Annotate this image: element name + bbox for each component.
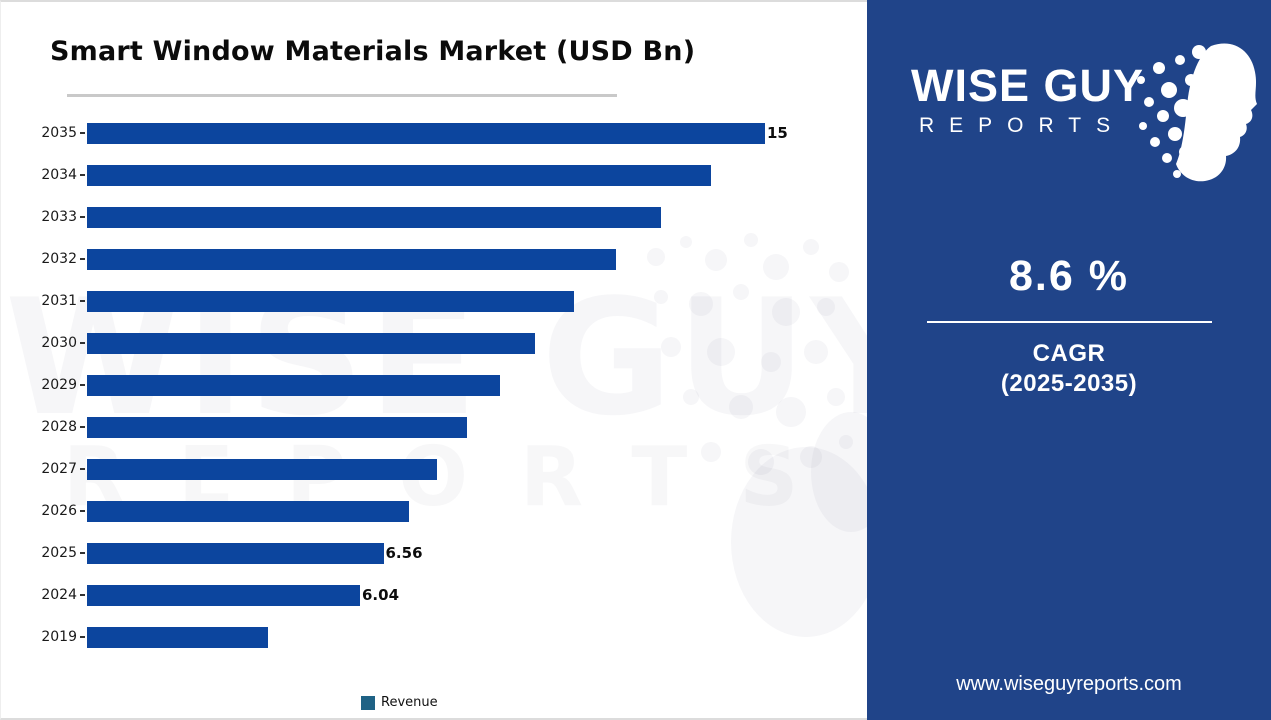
revenue-bar xyxy=(87,458,437,480)
year-label: 2019 xyxy=(41,629,77,645)
axis-tick xyxy=(80,384,85,386)
year-label: 2033 xyxy=(41,209,77,225)
bar-value-label: 15 xyxy=(767,124,788,142)
year-label: 2035 xyxy=(41,125,77,141)
revenue-bar xyxy=(87,584,360,606)
axis-tick xyxy=(80,594,85,596)
bar-row: 2024 6.04 xyxy=(1,574,867,616)
bar-row: 2025 6.56 xyxy=(1,532,867,574)
revenue-bar xyxy=(87,332,536,354)
brand-panel: WISE GUY REPORTS 8.6 % CAGR xyxy=(867,0,1271,720)
axis-tick xyxy=(80,468,85,470)
bar-row: 2034 xyxy=(1,154,867,196)
logo-wiseguy-text: WISE GUY xyxy=(911,60,1145,111)
bar-chart: 2035 15 2034 2033 2032 2031 2030 2029 2028 2027 20… xyxy=(1,112,867,658)
axis-tick xyxy=(80,216,85,218)
year-label: 2031 xyxy=(41,293,77,309)
axis-tick xyxy=(80,132,85,134)
bar-row: 2028 xyxy=(1,406,867,448)
year-label: 2029 xyxy=(41,377,77,393)
chart-title: Smart Window Materials Market (USD Bn) xyxy=(50,36,696,67)
cagr-block: 8.6 % CAGR (2025-2035) xyxy=(867,252,1271,399)
axis-tick xyxy=(80,552,85,554)
bar-row: 2019 xyxy=(1,616,867,658)
title-underline xyxy=(67,94,617,97)
revenue-bar xyxy=(87,374,500,396)
bar-value-label: 6.04 xyxy=(362,586,400,604)
revenue-bar xyxy=(87,626,268,648)
year-label: 2028 xyxy=(41,419,77,435)
revenue-bar xyxy=(87,248,616,270)
legend-label: Revenue xyxy=(381,695,438,710)
cagr-label: CAGR xyxy=(1032,340,1106,367)
revenue-bar xyxy=(87,416,468,438)
revenue-bar xyxy=(87,206,662,228)
year-label: 2026 xyxy=(41,503,77,519)
year-label: 2025 xyxy=(41,545,77,561)
cagr-value: 8.6 % xyxy=(1009,252,1129,300)
chart-legend: Revenue xyxy=(361,695,438,710)
wiseguy-head-icon xyxy=(1137,43,1257,182)
bar-row: 2031 xyxy=(1,280,867,322)
revenue-bar xyxy=(87,164,711,186)
axis-tick xyxy=(80,342,85,344)
bar-row: 2030 xyxy=(1,322,867,364)
revenue-bar xyxy=(87,542,384,564)
revenue-bar xyxy=(87,500,410,522)
chart-panel: Smart Window Materials Market (USD Bn) W… xyxy=(0,0,867,720)
axis-tick xyxy=(80,174,85,176)
watermark-head-icon xyxy=(647,233,867,637)
bar-row: 2026 xyxy=(1,490,867,532)
axis-tick xyxy=(80,426,85,428)
bar-row: 2035 15 xyxy=(1,112,867,154)
bar-row: 2033 xyxy=(1,196,867,238)
legend-color-swatch xyxy=(361,695,375,710)
bar-row: 2032 xyxy=(1,238,867,280)
year-label: 2027 xyxy=(41,461,77,477)
bar-row: 2029 xyxy=(1,364,867,406)
year-label: 2024 xyxy=(41,587,77,603)
logo-reports-text: REPORTS xyxy=(919,114,1126,137)
bar-row: 2027 xyxy=(1,448,867,490)
year-label: 2034 xyxy=(41,167,77,183)
axis-tick xyxy=(80,510,85,512)
revenue-bar xyxy=(87,122,765,144)
wiseguy-logo: WISE GUY REPORTS xyxy=(867,38,1271,188)
year-label: 2030 xyxy=(41,335,77,351)
axis-tick xyxy=(80,258,85,260)
cagr-divider xyxy=(926,321,1212,323)
website-url: www.wiseguyreports.com xyxy=(956,673,1182,695)
bar-value-label: 6.56 xyxy=(385,544,423,562)
axis-tick xyxy=(80,300,85,302)
cagr-range: (2025-2035) xyxy=(1000,370,1138,397)
year-label: 2032 xyxy=(41,251,77,267)
revenue-bar xyxy=(87,290,574,312)
axis-tick xyxy=(80,636,85,638)
